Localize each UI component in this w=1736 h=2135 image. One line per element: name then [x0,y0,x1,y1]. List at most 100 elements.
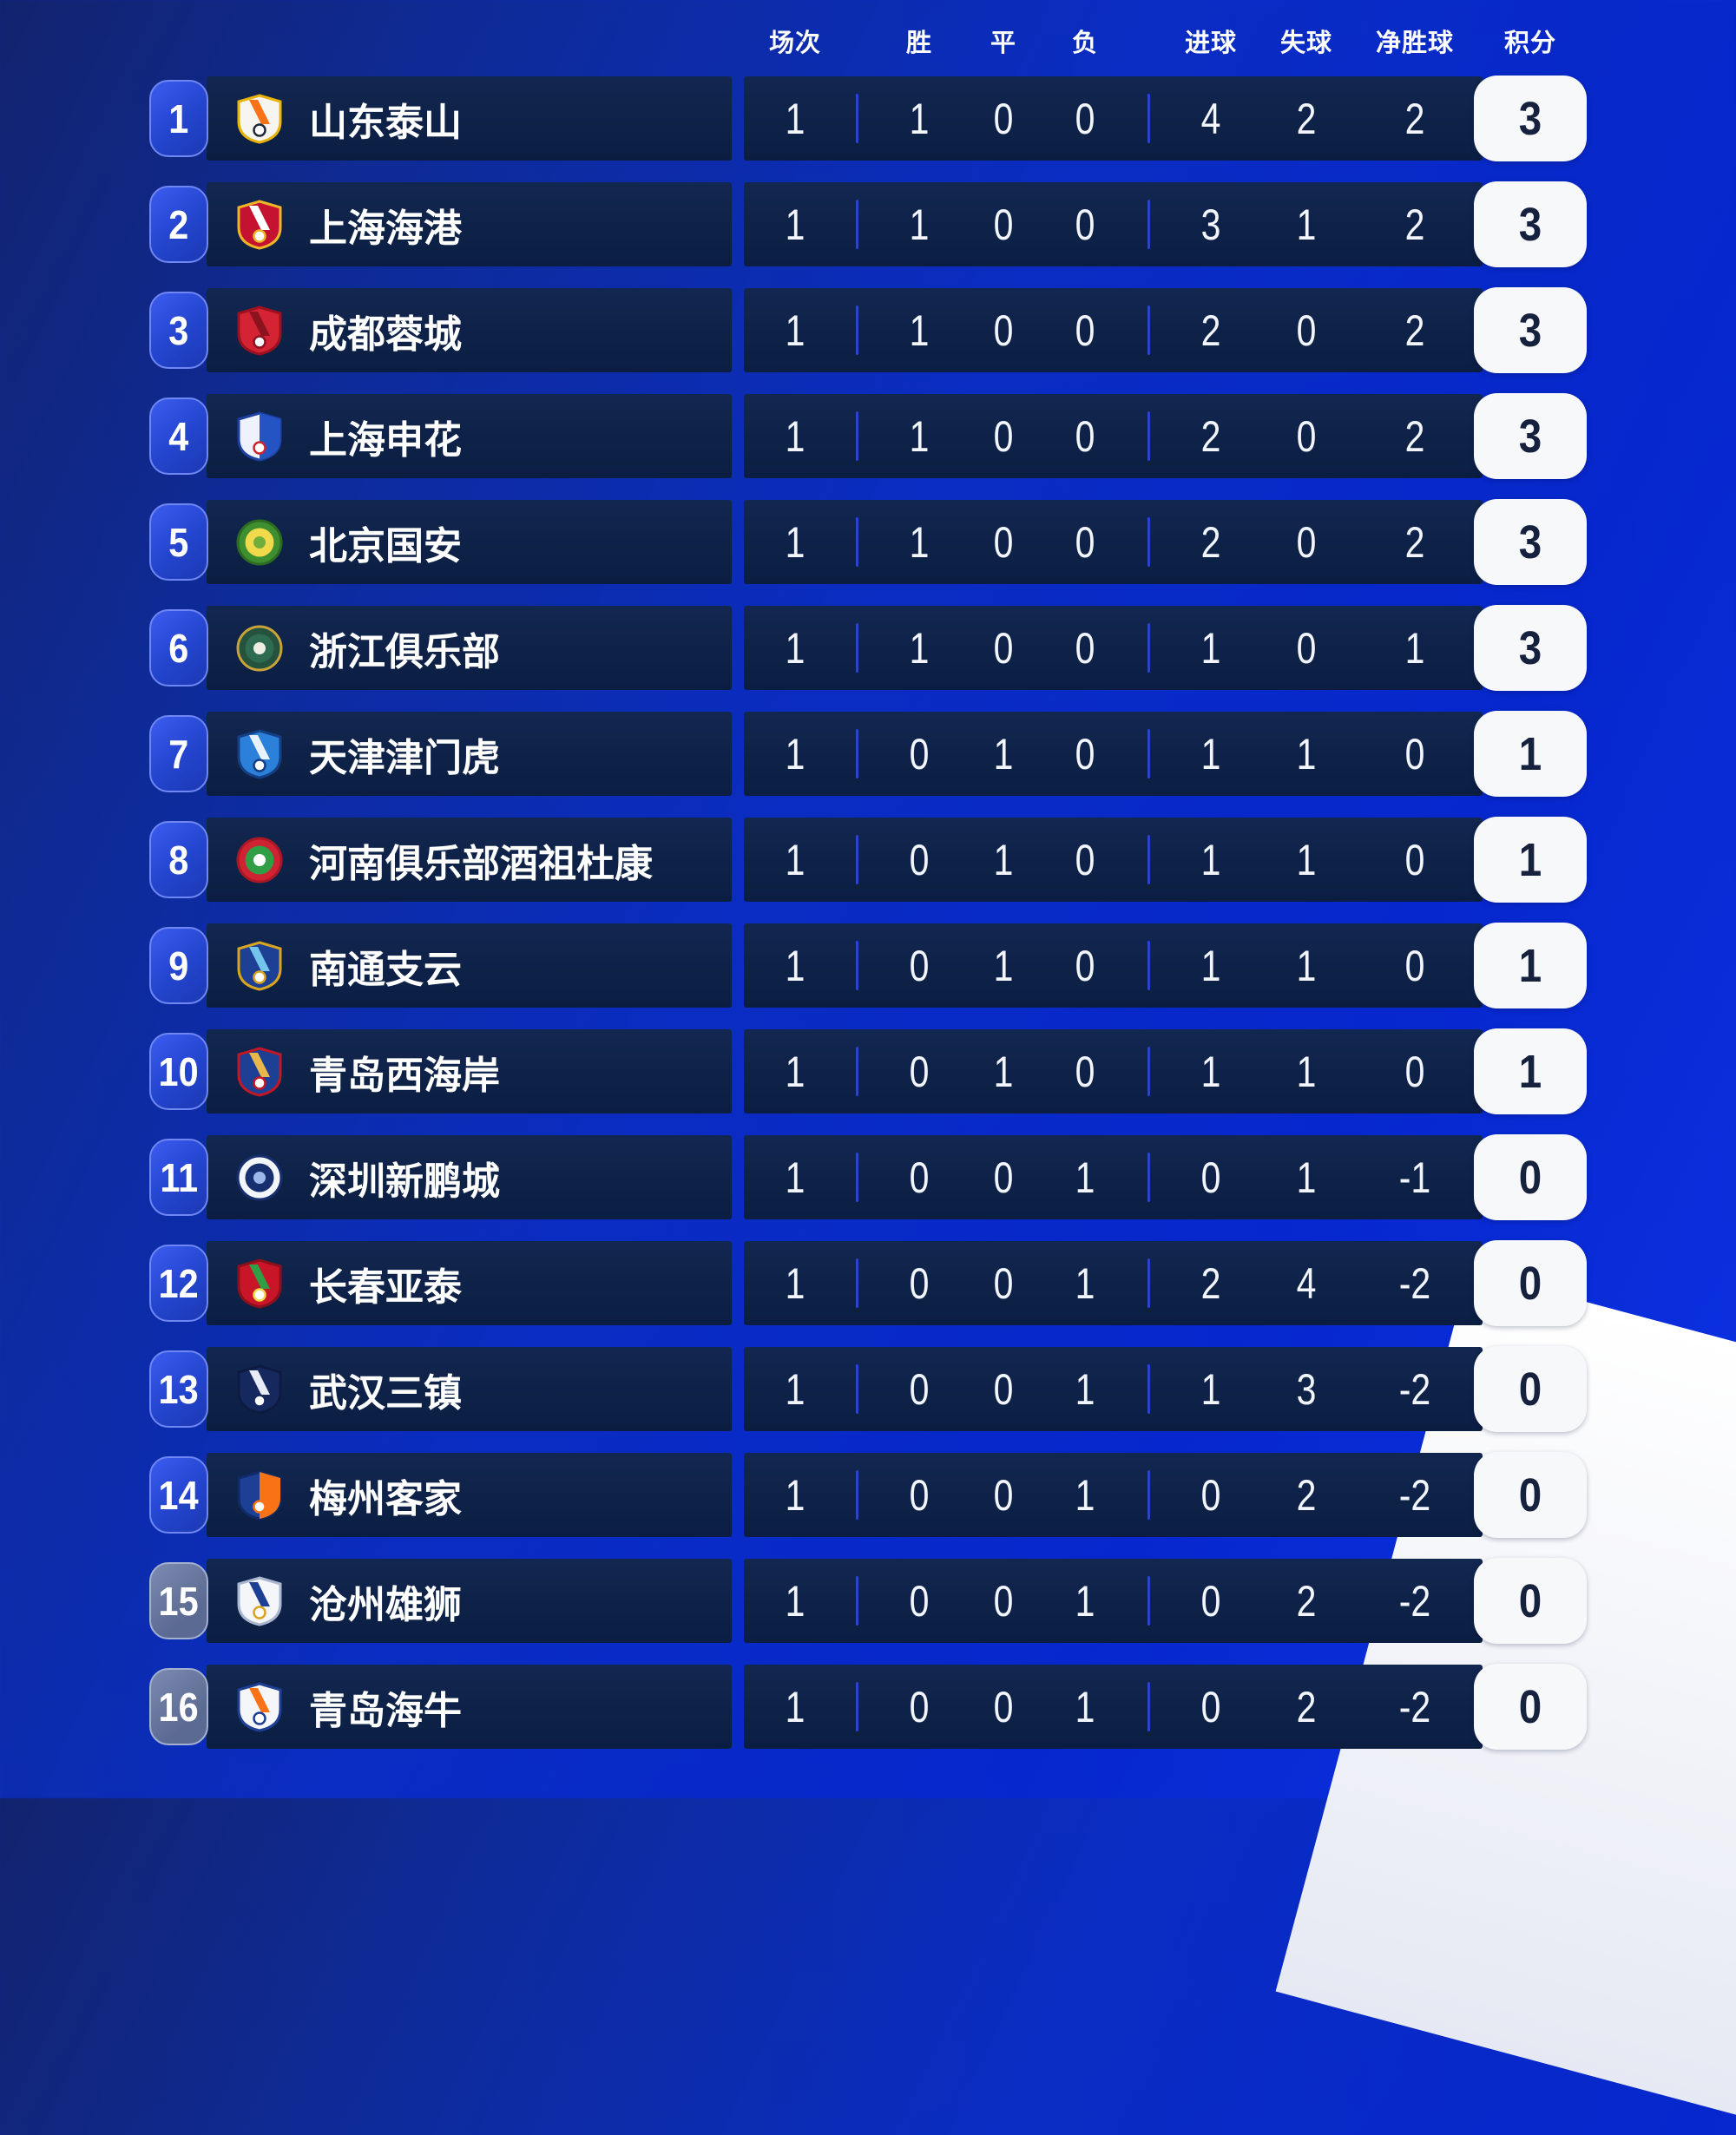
stat-won: 0 [909,1364,930,1414]
stat-played: 1 [785,623,806,673]
table-row: 13 武汉三镇 1 0 0 1 1 3 -2 0 [0,1346,1736,1432]
points-box: 1 [1474,1028,1587,1114]
points-value: 3 [1518,621,1542,674]
team-name: 成都蓉城 [309,312,462,356]
rank-badge: 12 [149,1245,208,1322]
stats-panel: 1 0 1 0 1 1 0 [744,1029,1483,1113]
stat-goal-diff: -1 [1398,1153,1431,1202]
stat-goals-for: 0 [1200,1153,1221,1202]
column-divider [1147,729,1150,778]
rank-number: 12 [158,1260,200,1306]
stat-goal-diff: 2 [1404,94,1425,143]
team-name: 青岛西海岸 [309,1054,500,1097]
points-box: 0 [1474,1452,1587,1538]
points-box: 0 [1474,1134,1587,1220]
stats-panel: 1 0 1 0 1 1 0 [744,923,1483,1008]
stat-goals-against: 0 [1296,411,1317,461]
rank-number: 3 [168,307,189,353]
stat-goals-for: 0 [1200,1682,1221,1731]
stat-goal-diff: 2 [1404,305,1425,355]
stats-panel: 1 1 0 0 4 2 2 [744,76,1483,161]
stat-won: 0 [909,835,930,884]
column-divider [1147,623,1150,673]
points-value: 3 [1518,92,1542,145]
table-row: 2 上海海港 1 1 0 0 3 1 2 3 [0,181,1736,267]
team-panel: 青岛西海岸 [207,1029,732,1113]
team-crest-icon [236,1681,283,1733]
stat-won: 1 [909,200,930,249]
stat-lost: 1 [1075,1576,1095,1626]
table-row: 16 青岛海牛 1 0 0 1 0 2 -2 0 [0,1664,1736,1750]
column-divider [856,1576,858,1626]
table-row: 6 浙江俱乐部 1 1 0 0 1 0 1 3 [0,605,1736,691]
table-row: 3 成都蓉城 1 1 0 0 2 0 2 3 [0,287,1736,373]
rank-badge: 6 [149,609,208,686]
stat-drawn: 0 [993,1258,1014,1308]
rank-badge: 13 [149,1350,208,1428]
rank-number: 5 [168,519,189,565]
stat-played: 1 [785,1364,806,1414]
stat-drawn: 1 [993,729,1014,778]
rank-number: 16 [158,1684,200,1730]
stat-won: 0 [909,1470,930,1520]
stat-drawn: 0 [993,1153,1014,1202]
team-name: 上海海港 [309,207,462,250]
rank-number: 8 [168,837,189,883]
table-row: 10 青岛西海岸 1 0 1 0 1 1 0 1 [0,1028,1736,1114]
stat-lost: 1 [1075,1682,1095,1731]
stat-played: 1 [785,1153,806,1202]
column-divider [1147,1576,1150,1626]
stat-lost: 0 [1075,94,1095,143]
points-value: 1 [1518,939,1542,992]
stats-panel: 1 1 0 0 3 1 2 [744,182,1483,266]
stats-panel: 1 0 0 1 0 2 -2 [744,1559,1483,1643]
stat-goals-against: 1 [1296,729,1317,778]
stat-lost: 0 [1075,305,1095,355]
points-value: 0 [1518,1680,1542,1733]
stat-played: 1 [785,411,806,461]
points-box: 0 [1474,1240,1587,1326]
points-box: 0 [1474,1346,1587,1432]
rank-badge: 8 [149,821,208,898]
stat-drawn: 0 [993,200,1014,249]
team-name: 上海申花 [309,418,462,462]
stat-lost: 0 [1075,1047,1095,1096]
stat-lost: 0 [1075,941,1095,990]
stats-panel: 1 1 0 0 2 0 2 [744,394,1483,478]
stat-played: 1 [785,1258,806,1308]
table-row: 1 1 深圳新鹏城 1 0 0 1 0 1 -1 0 [0,1134,1736,1220]
stats-panel: 1 0 0 1 0 1 -1 [744,1135,1483,1219]
stat-goals-against: 1 [1296,835,1317,884]
table-row: 5 北京国安 1 1 0 0 2 0 2 3 [0,499,1736,585]
stats-panel: 1 0 0 1 1 3 -2 [744,1347,1483,1431]
column-header-goals-for: 进球 [1184,30,1238,57]
column-divider [1147,1258,1150,1308]
team-panel: 沧州雄狮 [207,1559,732,1643]
points-box: 3 [1474,76,1587,161]
stat-goals-against: 3 [1296,1364,1317,1414]
points-value: 0 [1518,1151,1542,1204]
stat-goals-against: 1 [1296,1153,1317,1202]
points-value: 0 [1518,1468,1542,1521]
points-box: 3 [1474,605,1587,691]
column-divider [1147,1682,1150,1731]
table-row: 7 天津津门虎 1 0 1 0 1 1 0 1 [0,711,1736,797]
stat-goal-diff: 2 [1404,517,1425,567]
stat-won: 0 [909,1153,930,1202]
rank-number: 9 [168,943,189,989]
stat-drawn: 0 [993,305,1014,355]
stat-goals-for: 2 [1200,411,1221,461]
stat-lost: 0 [1075,517,1095,567]
column-divider [1147,941,1150,990]
team-name: 青岛海牛 [309,1689,462,1732]
stat-goals-against: 2 [1296,1470,1317,1520]
points-value: 1 [1518,727,1542,780]
stat-drawn: 0 [993,411,1014,461]
column-header-won: 胜 [905,30,933,57]
stat-drawn: 0 [993,1682,1014,1731]
stat-played: 1 [785,729,806,778]
team-name: 深圳新鹏城 [309,1159,500,1203]
column-header-lost: 负 [1071,30,1099,57]
stat-drawn: 0 [993,94,1014,143]
column-divider [856,200,858,249]
